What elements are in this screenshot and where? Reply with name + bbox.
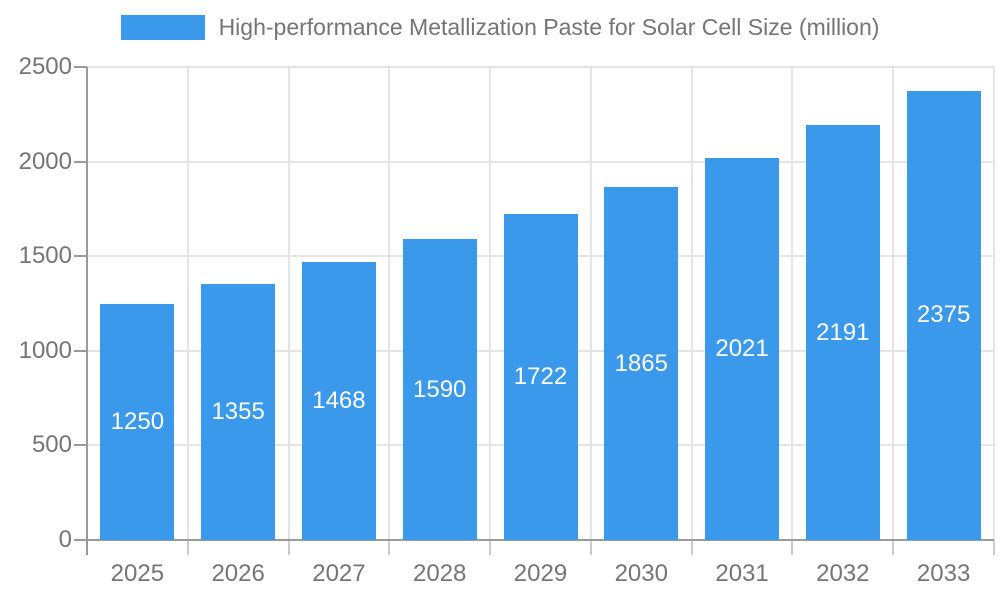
bar[interactable] — [705, 157, 780, 540]
bar[interactable] — [100, 303, 175, 540]
x-gridline — [186, 67, 189, 540]
x-gridline — [287, 67, 290, 540]
y-axis-label: 1000 — [18, 336, 72, 364]
y-axis-line — [86, 67, 88, 555]
x-axis-tick — [186, 540, 189, 555]
bar-value-label: 1865 — [614, 349, 668, 377]
bar-value-label: 1722 — [513, 363, 568, 391]
bar[interactable] — [402, 239, 477, 540]
x-axis-tick — [892, 540, 895, 555]
y-axis-label: 0 — [58, 526, 72, 553]
x-axis-label: 2031 — [715, 560, 769, 587]
bar-value-label: 2021 — [715, 334, 769, 362]
x-axis-tick — [690, 540, 693, 555]
x-axis-label: 2027 — [312, 560, 366, 587]
x-axis-label: 2030 — [614, 560, 668, 587]
x-axis-label: 2029 — [513, 560, 568, 587]
y-axis-tick — [74, 349, 87, 352]
bar-value-label: 1250 — [110, 407, 165, 435]
bar[interactable] — [301, 262, 376, 540]
x-axis-tick — [589, 540, 592, 555]
x-gridline — [388, 67, 391, 540]
y-axis-label: 2500 — [18, 53, 72, 80]
y-axis-label: 2000 — [18, 147, 72, 175]
bar[interactable] — [805, 125, 880, 540]
bar[interactable] — [604, 187, 679, 540]
x-axis-label: 2025 — [110, 560, 165, 587]
x-gridline — [892, 67, 895, 540]
x-axis-label: 2033 — [916, 560, 971, 587]
bar-value-label: 2191 — [816, 318, 870, 346]
bar[interactable] — [906, 90, 981, 540]
y-axis-tick — [74, 66, 87, 68]
bar[interactable] — [201, 283, 276, 540]
x-axis-label: 2032 — [816, 560, 870, 587]
x-gridline — [589, 67, 592, 540]
x-axis-tick — [287, 540, 290, 555]
x-axis-label: 2026 — [211, 560, 265, 587]
y-axis-label: 500 — [31, 431, 72, 459]
bar-value-label: 1355 — [211, 397, 265, 425]
bar[interactable] — [503, 214, 578, 540]
y-axis-tick — [74, 444, 87, 447]
bar-value-label: 2375 — [916, 301, 971, 329]
bar-value-label: 1590 — [413, 375, 467, 403]
legend-swatch-icon — [120, 15, 205, 40]
y-axis-tick — [74, 160, 87, 163]
x-axis-tick — [993, 540, 995, 555]
x-gridline — [690, 67, 693, 540]
y-gridline — [87, 66, 994, 68]
legend: High-performance Metallization Paste for… — [0, 14, 1000, 41]
x-axis-label: 2028 — [413, 560, 467, 587]
x-axis-tick — [388, 540, 391, 555]
y-gridline — [87, 160, 994, 163]
legend-label: High-performance Metallization Paste for… — [218, 14, 880, 40]
x-gridline — [791, 67, 794, 540]
x-gridline — [489, 67, 492, 540]
bar-value-label: 1468 — [312, 387, 366, 415]
x-axis-tick — [489, 540, 492, 555]
legend-item[interactable]: High-performance Metallization Paste for… — [120, 14, 880, 41]
x-gridline — [993, 67, 995, 540]
y-axis-label: 1500 — [18, 242, 72, 270]
y-axis-tick — [74, 255, 87, 258]
x-axis-tick — [791, 540, 794, 555]
x-axis-line — [74, 539, 994, 541]
